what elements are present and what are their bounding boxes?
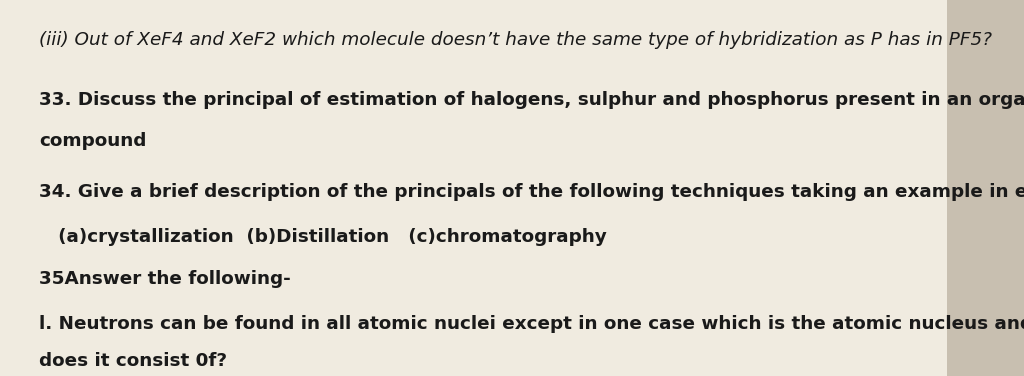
Text: compound: compound xyxy=(39,132,146,150)
Text: 34. Give a brief description of the principals of the following techniques takin: 34. Give a brief description of the prin… xyxy=(39,183,1024,201)
Text: does it consist 0f?: does it consist 0f? xyxy=(39,352,227,370)
Text: (a)crystallization  (b)Distillation   (c)chromatography: (a)crystallization (b)Distillation (c)ch… xyxy=(39,228,606,246)
Text: 33. Discuss the principal of estimation of halogens, sulphur and phosphorus pres: 33. Discuss the principal of estimation … xyxy=(39,91,1024,109)
Text: (iii) Out of XeF4 and XeF2 which molecule doesn’t have the same type of hybridiz: (iii) Out of XeF4 and XeF2 which molecul… xyxy=(39,31,992,49)
Text: l. Neutrons can be found in all atomic nuclei except in one case which is the at: l. Neutrons can be found in all atomic n… xyxy=(39,315,1024,333)
Text: 35Answer the following-: 35Answer the following- xyxy=(39,270,291,288)
